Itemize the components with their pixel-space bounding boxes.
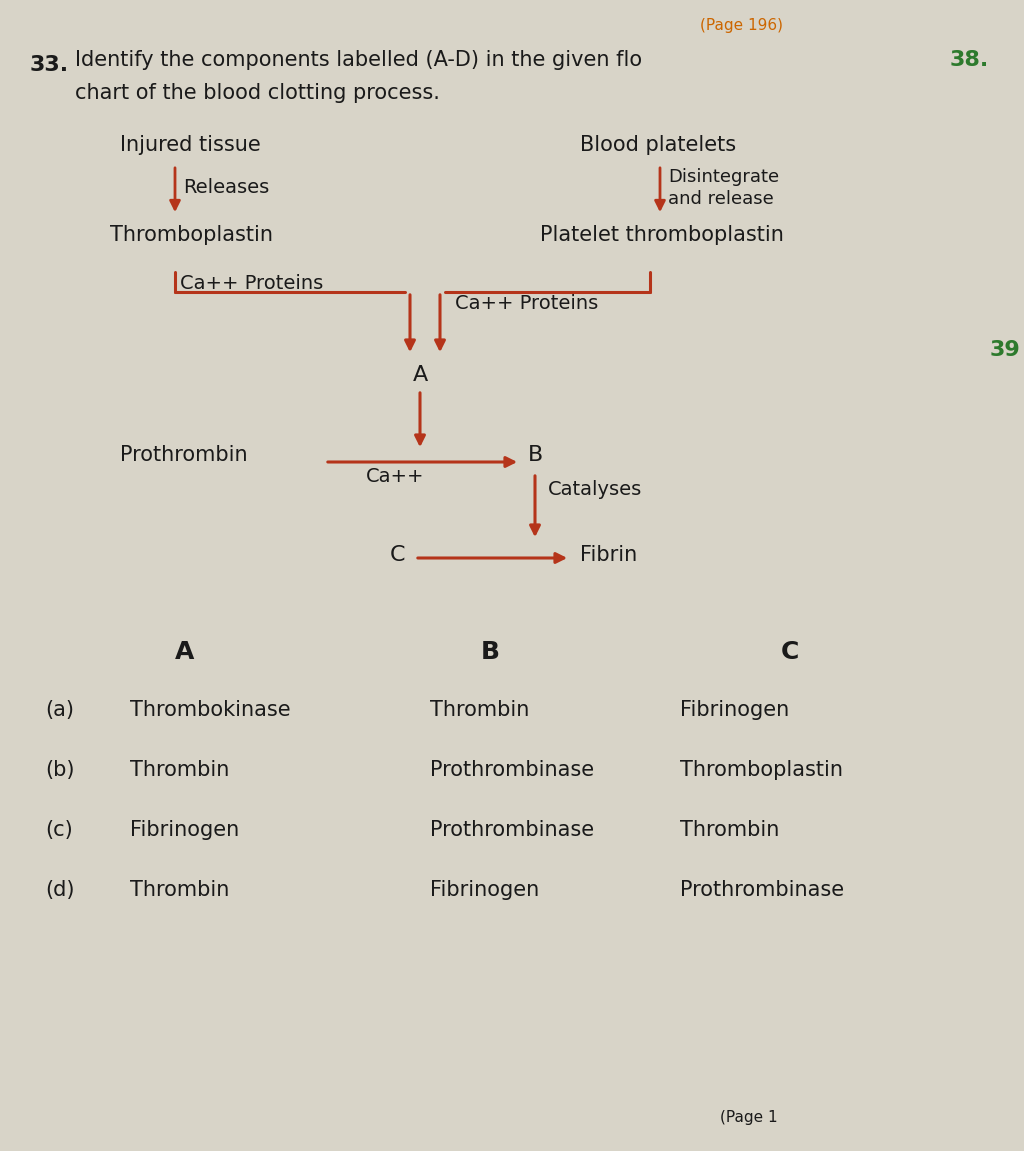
Text: Fibrinogen: Fibrinogen (680, 700, 790, 721)
Text: Ca++ Proteins: Ca++ Proteins (455, 294, 598, 313)
Text: (b): (b) (45, 760, 75, 780)
Text: Catalyses: Catalyses (548, 480, 642, 500)
Text: B: B (528, 445, 544, 465)
Text: Thromboplastin: Thromboplastin (110, 224, 273, 245)
Text: Thrombin: Thrombin (680, 820, 779, 840)
Text: (Page 196): (Page 196) (700, 18, 783, 33)
Text: Ca++: Ca++ (366, 467, 424, 486)
Text: A: A (413, 365, 428, 384)
Text: Platelet thromboplastin: Platelet thromboplastin (540, 224, 784, 245)
Text: and release: and release (668, 190, 774, 208)
Text: Fibrinogen: Fibrinogen (430, 881, 540, 900)
Text: Thrombin: Thrombin (130, 760, 229, 780)
Text: A: A (175, 640, 195, 664)
Text: Disintegrate: Disintegrate (668, 168, 779, 186)
Text: B: B (480, 640, 500, 664)
Text: C: C (390, 546, 406, 565)
Text: (c): (c) (45, 820, 73, 840)
Text: Thrombokinase: Thrombokinase (130, 700, 291, 721)
Text: Injured tissue: Injured tissue (120, 135, 261, 155)
Text: Thrombin: Thrombin (430, 700, 529, 721)
Text: Prothrombin: Prothrombin (120, 445, 248, 465)
Text: chart of the blood clotting process.: chart of the blood clotting process. (75, 83, 440, 102)
Text: Prothrombinase: Prothrombinase (430, 820, 594, 840)
Text: C: C (781, 640, 799, 664)
Text: 39: 39 (990, 340, 1021, 360)
Text: Prothrombinase: Prothrombinase (680, 881, 844, 900)
Text: Blood platelets: Blood platelets (580, 135, 736, 155)
Text: (a): (a) (45, 700, 74, 721)
Text: Ca++ Proteins: Ca++ Proteins (180, 274, 324, 294)
Text: Fibrin: Fibrin (580, 546, 637, 565)
Text: Thrombin: Thrombin (130, 881, 229, 900)
Text: Prothrombinase: Prothrombinase (430, 760, 594, 780)
Text: 38.: 38. (950, 49, 989, 70)
Text: Fibrinogen: Fibrinogen (130, 820, 240, 840)
Text: (d): (d) (45, 881, 75, 900)
Text: 33.: 33. (30, 55, 70, 75)
Text: (Page 1: (Page 1 (720, 1110, 777, 1125)
Text: Identify the components labelled (A-D) in the given flo: Identify the components labelled (A-D) i… (75, 49, 642, 70)
Text: Thromboplastin: Thromboplastin (680, 760, 843, 780)
Text: Releases: Releases (183, 178, 269, 197)
